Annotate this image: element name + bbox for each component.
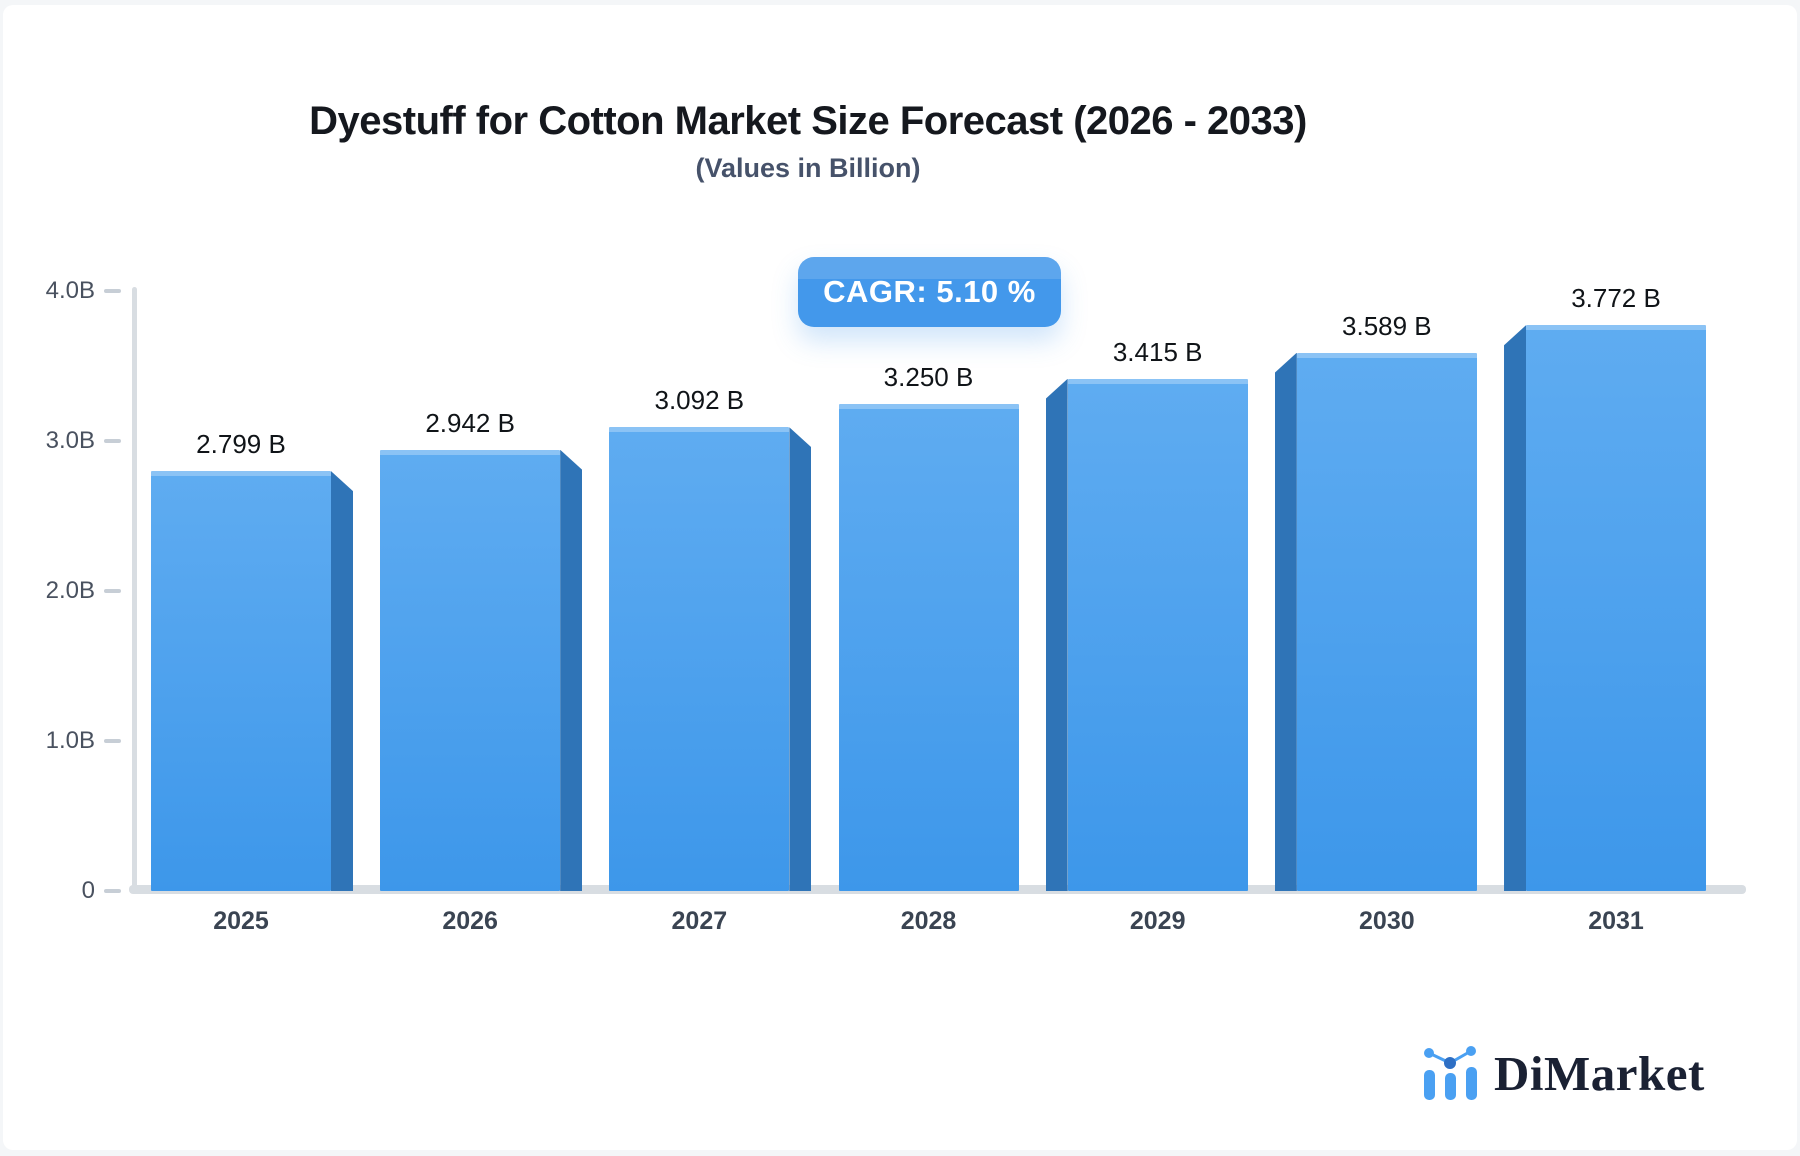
x-axis-label-2028: 2028 (900, 907, 957, 935)
bar-2028[interactable] (838, 403, 1019, 891)
y-axis-tick-dash (104, 889, 121, 893)
bar-3d-side-2025 (331, 471, 353, 891)
y-axis-tick-2.0B: 2.0B (3, 576, 123, 606)
chart-title: Dyestuff for Cotton Market Size Forecast… (309, 99, 1307, 143)
y-axis-tick-0: 0 (3, 876, 123, 906)
bar-2031[interactable] (1526, 325, 1707, 891)
mini-bar-chart-icon (1424, 1045, 1477, 1100)
bar-value-label-2031: 3.772 B (1571, 283, 1661, 314)
y-axis-tick-label: 2.0B (45, 577, 95, 604)
bar-3d-side-2026 (560, 449, 583, 891)
bar-3d-side-2027 (789, 427, 812, 891)
bar-2030[interactable] (1296, 352, 1477, 891)
y-axis-tick-label: 1.0B (45, 727, 95, 754)
logo-wordmark: DiMarket (1494, 1046, 1705, 1101)
chart-subtitle: (Values in Billion) (695, 153, 921, 183)
dimarket-logo: DiMarket (1421, 1045, 1705, 1102)
x-axis-label-2026: 2026 (442, 907, 498, 935)
y-axis-tick-label: 4.0B (45, 277, 95, 304)
cagr-badge-label: CAGR: 5.10 % (823, 274, 1036, 309)
y-axis-tick-4.0B: 4.0B (3, 276, 123, 306)
y-axis-line (132, 287, 137, 891)
y-axis-tick-dash (104, 439, 121, 443)
y-axis-tick-dash (104, 589, 121, 593)
x-axis-label-2029: 2029 (1129, 907, 1186, 935)
bar-2025[interactable] (151, 471, 331, 891)
cagr-badge: CAGR: 5.10 % (798, 257, 1061, 327)
y-axis-tick-3.0B: 3.0B (3, 426, 123, 456)
bar-value-label-2025: 2.799 B (196, 429, 286, 460)
bar-value-label-2026: 2.942 B (425, 407, 515, 438)
y-axis-tick-dash (104, 289, 121, 293)
y-axis-tick-1.0B: 1.0B (3, 726, 123, 756)
chart-card: Dyestuff for Cotton Market Size Forecast… (3, 5, 1797, 1150)
bar-value-label-2027: 3.092 B (654, 385, 745, 416)
bar-value-label-2029: 3.415 B (1112, 336, 1203, 367)
x-axis-label-2030: 2030 (1359, 907, 1415, 935)
x-axis-label-2031: 2031 (1588, 907, 1644, 935)
bar-2029[interactable] (1067, 378, 1248, 891)
bar-value-label-2030: 3.589 B (1342, 310, 1432, 341)
bar-2026[interactable] (380, 449, 561, 891)
bar-value-label-2028: 3.250 B (883, 361, 974, 392)
bar-3d-side-2031 (1504, 325, 1527, 891)
x-axis-label-2027: 2027 (671, 907, 728, 935)
y-axis-tick-label: 3.0B (45, 427, 95, 454)
x-axis-label-2025: 2025 (213, 907, 269, 935)
y-axis-tick-label: 0 (81, 877, 95, 904)
bar-chart-plot: 4.0B 3.0B 2.0B 1.0B 0 2.799 B 2025 2.942 B 2026 3… (3, 5, 1797, 1150)
bar-2027[interactable] (609, 427, 790, 891)
bar-3d-side-2029 (1045, 378, 1068, 891)
bar-3d-side-2030 (1274, 352, 1297, 891)
y-axis-tick-dash (104, 739, 121, 743)
